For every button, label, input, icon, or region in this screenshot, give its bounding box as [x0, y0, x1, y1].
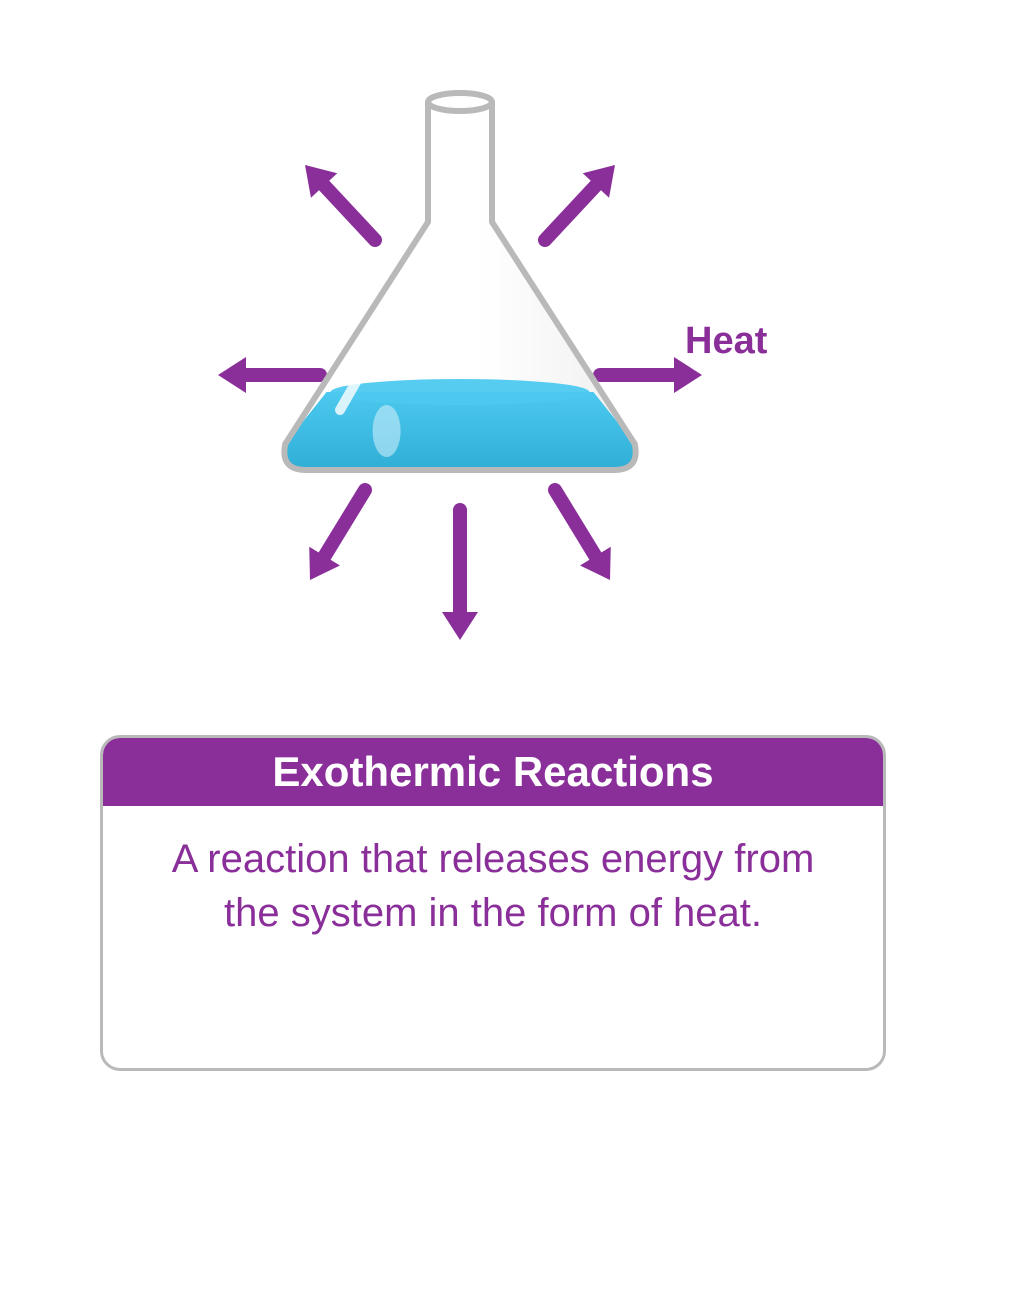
canvas: Heat Exothermic Reactions A reaction tha… [0, 0, 1024, 1314]
flask-liquid-surface [331, 379, 590, 405]
heat-label: Heat [685, 320, 767, 363]
definition-card: Exothermic Reactions A reaction that rel… [100, 735, 886, 1071]
card-body: A reaction that releases energy from the… [103, 806, 883, 990]
flask-diagram: Heat [120, 40, 800, 680]
flask-liquid-highlight [373, 405, 401, 457]
arrow-up-right [545, 177, 604, 240]
arrow-down-right [555, 490, 601, 566]
arrow-down-left [319, 490, 365, 566]
arrow-down-head [442, 612, 478, 640]
card-header: Exothermic Reactions [103, 738, 883, 806]
arrow-left-head [218, 357, 246, 393]
arrow-up-left [316, 177, 375, 240]
flask-rim [428, 93, 492, 111]
